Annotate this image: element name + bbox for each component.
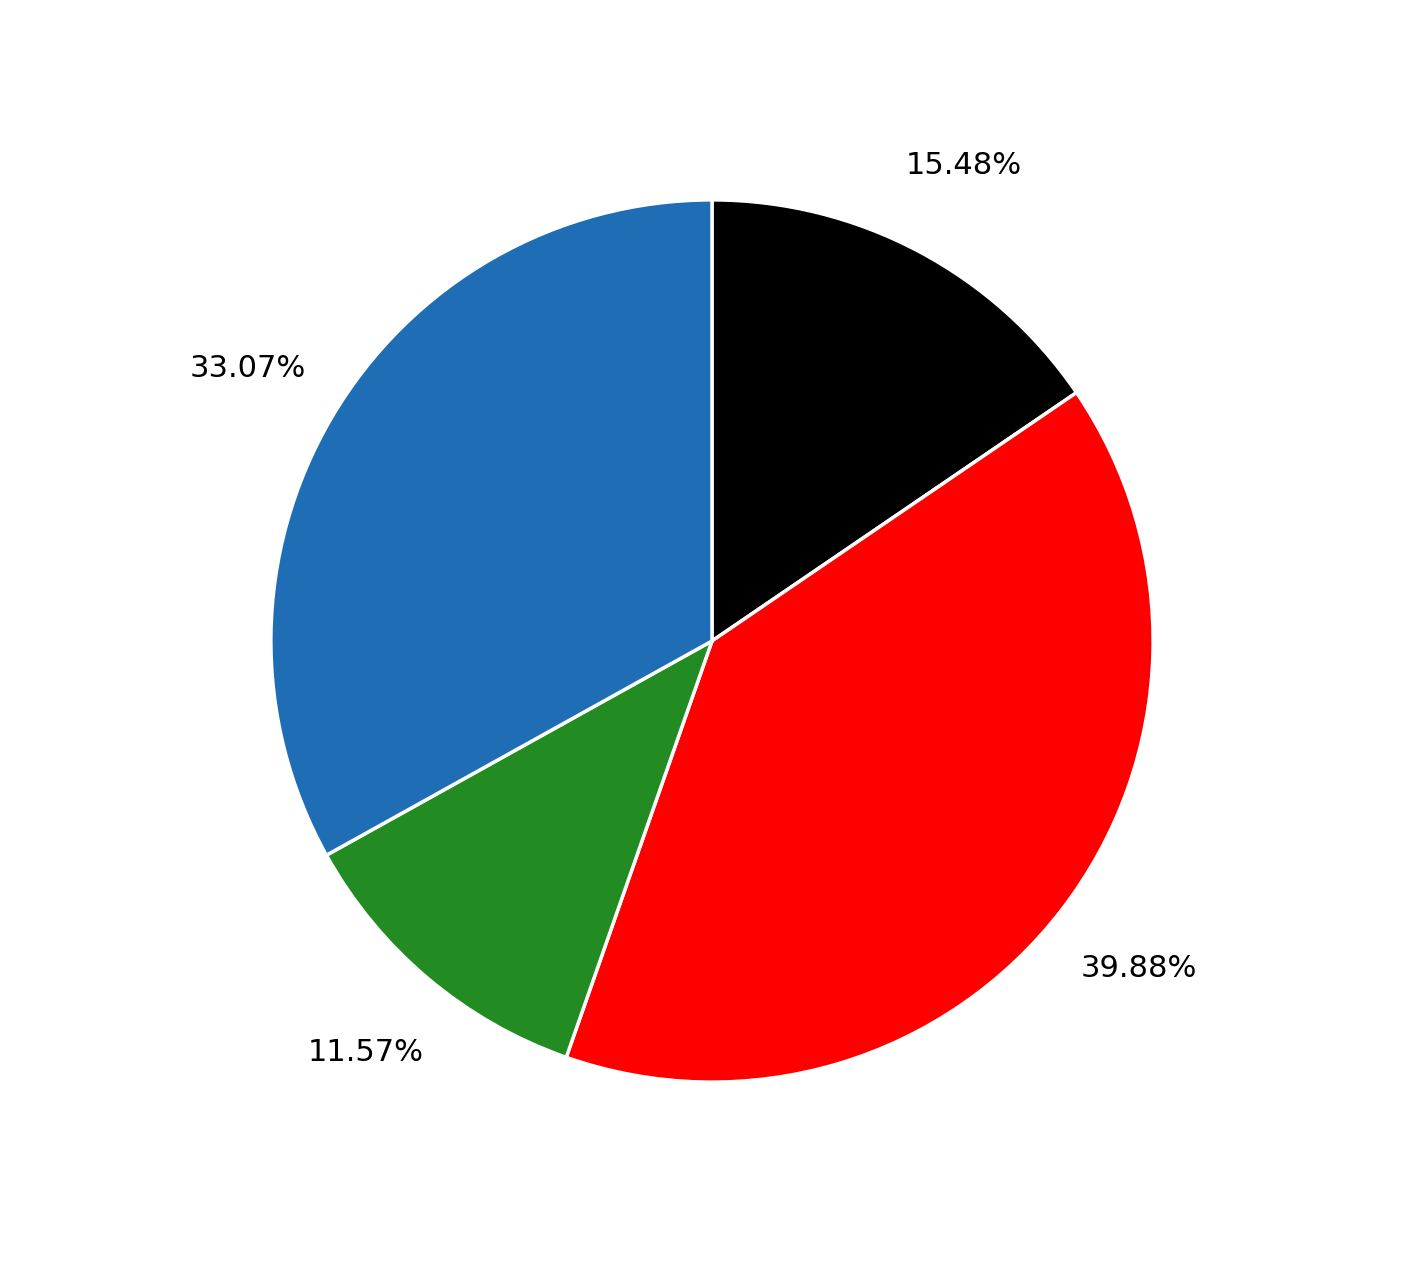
- Wedge shape: [271, 200, 712, 855]
- Wedge shape: [326, 641, 712, 1058]
- Wedge shape: [567, 392, 1153, 1082]
- Text: 15.48%: 15.48%: [906, 151, 1021, 179]
- Text: 39.88%: 39.88%: [1081, 954, 1198, 983]
- Wedge shape: [712, 200, 1077, 641]
- Text: 33.07%: 33.07%: [189, 354, 306, 382]
- Text: 11.57%: 11.57%: [308, 1038, 423, 1067]
